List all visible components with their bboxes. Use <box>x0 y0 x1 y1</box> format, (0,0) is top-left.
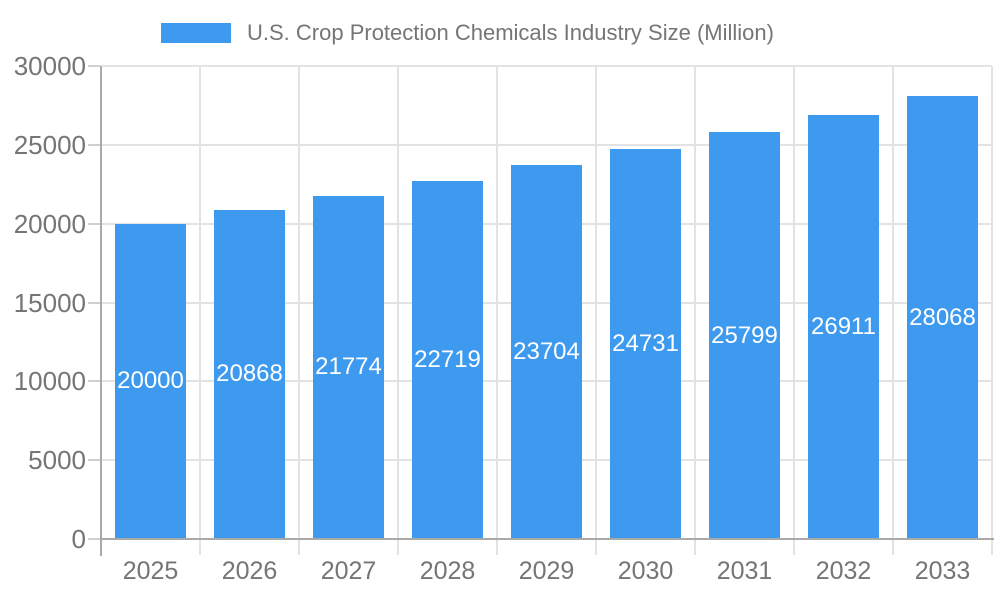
x-axis-label: 2026 <box>221 557 278 585</box>
x-axis-label: 2028 <box>419 557 476 585</box>
bar[interactable]: 24731 <box>610 149 681 539</box>
bar-value-label: 25799 <box>711 321 778 349</box>
bar-value-label: 20868 <box>216 360 283 388</box>
chart-title: U.S. Crop Protection Chemicals Industry … <box>247 20 774 45</box>
x-axis-label: 2025 <box>122 557 179 585</box>
bar[interactable]: 20868 <box>214 209 285 539</box>
legend-swatch <box>161 23 231 43</box>
category-boundary-gridline <box>298 66 300 555</box>
y-axis-label: 20000 <box>13 208 86 239</box>
y-axis-line <box>100 66 102 556</box>
bar-value-label: 26911 <box>811 312 876 340</box>
bar[interactable]: 22719 <box>412 180 483 539</box>
y-gridline <box>101 65 992 67</box>
x-axis-label: 2030 <box>617 557 674 585</box>
bar[interactable]: 26911 <box>808 114 879 539</box>
bar[interactable]: 23704 <box>511 165 582 539</box>
bar-value-label: 22719 <box>414 345 481 373</box>
y-gridline <box>101 143 992 146</box>
x-axis-label: 2032 <box>815 557 872 585</box>
y-axis-label: 5000 <box>28 445 86 476</box>
legend-item[interactable]: U.S. Crop Protection Chemicals Industry … <box>161 20 774 46</box>
category-boundary-gridline <box>694 66 696 555</box>
y-axis-tick <box>88 301 100 304</box>
bar-value-label: 24731 <box>612 330 679 358</box>
x-axis-label: 2029 <box>518 557 575 585</box>
y-axis-label: 10000 <box>13 366 86 397</box>
y-axis-tick <box>88 459 100 462</box>
y-axis-label: 15000 <box>13 287 86 318</box>
bar-value-label: 23704 <box>513 338 580 366</box>
bar-value-label: 20000 <box>117 367 184 395</box>
category-boundary-gridline <box>892 66 894 555</box>
x-axis-label: 2027 <box>320 557 377 585</box>
category-boundary-gridline <box>199 66 201 555</box>
y-axis-label: 25000 <box>13 129 86 160</box>
y-axis-tick <box>88 65 100 67</box>
bar[interactable]: 20000 <box>115 223 186 539</box>
x-axis-label: 2031 <box>716 557 773 585</box>
x-axis-line <box>100 538 994 540</box>
y-axis-tick <box>88 538 100 540</box>
bar[interactable]: 28068 <box>907 96 978 539</box>
x-axis-label: 2033 <box>914 557 971 585</box>
category-boundary-gridline <box>793 66 795 555</box>
y-axis-tick <box>88 380 100 383</box>
bar-value-label: 28068 <box>909 303 976 331</box>
y-axis-label: 0 <box>71 524 86 554</box>
y-axis-tick <box>88 143 100 146</box>
category-boundary-gridline <box>496 66 498 555</box>
category-boundary-gridline <box>397 66 399 555</box>
bar[interactable]: 21774 <box>313 195 384 539</box>
y-axis-label: 30000 <box>13 51 86 81</box>
bar[interactable]: 25799 <box>709 132 780 539</box>
y-axis-tick <box>88 222 100 225</box>
category-boundary-gridline <box>595 66 597 555</box>
bar-value-label: 21774 <box>315 353 382 381</box>
category-boundary-gridline <box>991 66 993 555</box>
